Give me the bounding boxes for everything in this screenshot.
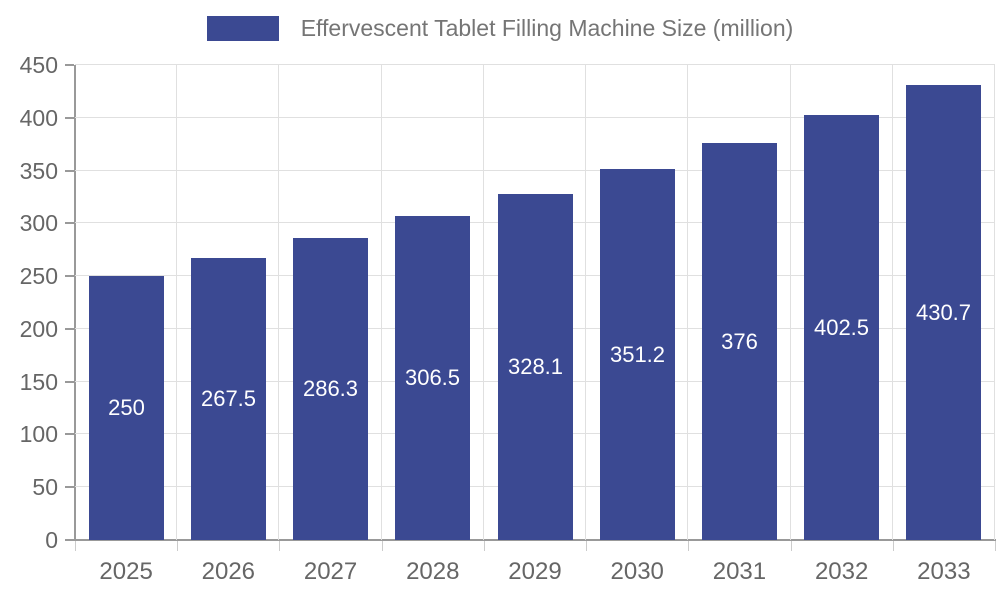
x-axis-tick bbox=[586, 541, 588, 551]
gridline-vertical bbox=[789, 65, 791, 540]
gridline-vertical bbox=[994, 65, 995, 540]
x-tick-label-2030: 2030 bbox=[610, 558, 664, 585]
legend[interactable]: Effervescent Tablet Filling Machine Size… bbox=[0, 15, 1000, 42]
x-axis-tick bbox=[483, 541, 485, 551]
gridline-vertical bbox=[585, 65, 587, 540]
bar-value-label: 267.5 bbox=[200, 386, 257, 411]
y-axis-tick bbox=[65, 275, 74, 278]
plot-area: 250 267.5 286.3 306.5 328.1 351.2 376 402.5 430.… bbox=[74, 64, 996, 541]
bar-2033[interactable]: 430.7 bbox=[906, 85, 981, 540]
x-axis-tick bbox=[688, 541, 690, 551]
gridline-horizontal bbox=[75, 169, 995, 171]
y-tick-label: 250 bbox=[19, 263, 58, 290]
x-tick-label-2033: 2033 bbox=[917, 558, 971, 585]
y-tick-label: 100 bbox=[19, 421, 58, 448]
x-axis-tick bbox=[279, 541, 281, 551]
y-tick-label: 350 bbox=[19, 157, 58, 184]
bar-value-label: 351.2 bbox=[609, 342, 666, 367]
x-axis-tick bbox=[995, 541, 996, 551]
bar-value-label: 286.3 bbox=[302, 376, 359, 401]
bar-value-label: 328.1 bbox=[507, 354, 564, 379]
y-axis-tick bbox=[65, 222, 74, 225]
y-tick-label: 400 bbox=[19, 104, 58, 131]
x-axis-tick bbox=[381, 541, 383, 551]
y-axis-tick bbox=[65, 539, 74, 541]
bar-2027[interactable]: 286.3 bbox=[293, 238, 368, 540]
gridline-horizontal bbox=[75, 64, 995, 65]
x-axis-tick bbox=[177, 541, 179, 551]
x-tick-label-2032: 2032 bbox=[814, 558, 869, 585]
bar-value-label: 250 bbox=[108, 395, 145, 420]
gridline-vertical bbox=[482, 65, 484, 540]
x-axis-line bbox=[74, 539, 996, 541]
x-axis-tick bbox=[892, 541, 894, 551]
bar-2028[interactable]: 306.5 bbox=[395, 216, 470, 540]
x-tick-label-2026: 2026 bbox=[201, 558, 256, 585]
gridline-vertical bbox=[380, 65, 382, 540]
bar-value-label: 306.5 bbox=[404, 365, 461, 390]
y-tick-label: 450 bbox=[19, 52, 58, 78]
y-axis-tick bbox=[65, 116, 74, 119]
bar-value-label: 402.5 bbox=[813, 315, 870, 340]
bar-value-label: 376 bbox=[721, 329, 758, 354]
y-axis-tick bbox=[65, 486, 74, 489]
x-tick-label-2027: 2027 bbox=[303, 558, 358, 585]
y-axis-tick bbox=[65, 169, 74, 172]
bar-2030[interactable]: 351.2 bbox=[600, 169, 675, 540]
y-tick-label: 200 bbox=[19, 315, 58, 342]
x-tick-label-2029: 2029 bbox=[508, 558, 562, 585]
y-axis-tick bbox=[65, 433, 74, 436]
y-tick-label: 50 bbox=[32, 474, 58, 501]
bar-2029[interactable]: 328.1 bbox=[498, 194, 573, 540]
y-tick-label: 150 bbox=[19, 368, 58, 395]
gridline-vertical bbox=[891, 65, 893, 540]
y-axis-line bbox=[74, 65, 76, 540]
gridline-vertical bbox=[278, 65, 280, 540]
y-tick-label: 300 bbox=[19, 210, 58, 237]
y-axis-tick bbox=[65, 64, 74, 66]
bar-2032[interactable]: 402.5 bbox=[804, 115, 879, 540]
x-axis-tick bbox=[75, 541, 76, 551]
y-tick-label: 0 bbox=[45, 527, 58, 553]
y-axis-tick bbox=[65, 380, 74, 383]
x-tick-label-2031: 2031 bbox=[712, 558, 767, 585]
x-tick-label-2028: 2028 bbox=[406, 558, 460, 585]
bar-2026[interactable]: 267.5 bbox=[191, 258, 266, 540]
legend-label: Effervescent Tablet Filling Machine Size… bbox=[300, 15, 794, 41]
legend-swatch bbox=[206, 16, 279, 41]
gridline-vertical bbox=[687, 65, 689, 540]
gridline-horizontal bbox=[75, 116, 995, 118]
bar-value-label: 430.7 bbox=[915, 300, 972, 325]
bar-2025[interactable]: 250 bbox=[89, 276, 164, 540]
x-axis-tick bbox=[790, 541, 792, 551]
y-axis-tick bbox=[65, 327, 74, 330]
bar-2031[interactable]: 376 bbox=[702, 143, 777, 540]
gridline-vertical bbox=[176, 65, 178, 540]
x-tick-label-2025: 2025 bbox=[99, 558, 153, 585]
